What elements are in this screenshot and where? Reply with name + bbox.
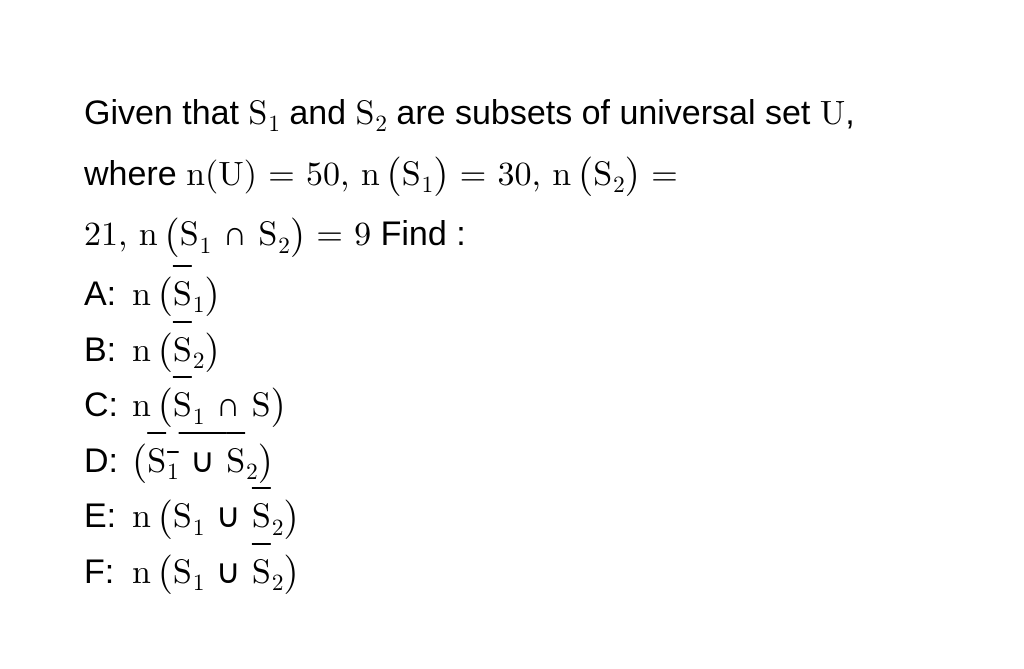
- option-b: B: n (S2): [84, 319, 1024, 375]
- eq50: = 50,: [257, 147, 361, 195]
- option-f: F: n (S1 ∪ S2): [84, 541, 1024, 597]
- sub-1: 1: [268, 105, 280, 138]
- sub-1: 1: [193, 286, 205, 319]
- stem-line-3: 21, n (S1 ∩ S2) = 9 Find :: [84, 200, 1024, 261]
- sub-2: 2: [375, 105, 387, 138]
- text: and: [280, 94, 356, 132]
- option-c: C: n (S1 ∩ S): [84, 374, 1024, 430]
- n-glyph: n: [139, 207, 158, 255]
- n-glyph: n: [552, 147, 571, 195]
- S-glyph: S: [226, 434, 245, 482]
- sub-2: 2: [272, 564, 284, 597]
- option-f-expr: n (S1 ∪ S2): [132, 541, 299, 596]
- union-glyph: ∪: [204, 545, 252, 593]
- S-glyph: S: [402, 147, 421, 195]
- intersect-glyph: ∩: [211, 207, 258, 255]
- eq9: = 9: [305, 207, 371, 255]
- option-label-a: A:: [84, 271, 132, 319]
- option-a-expr: n (S1): [132, 263, 220, 318]
- S-glyph: S: [252, 489, 271, 537]
- sub-2: 2: [193, 342, 205, 375]
- sub-1: 1: [193, 398, 205, 431]
- S-glyph: S: [173, 323, 192, 371]
- S-glyph: S: [173, 489, 192, 537]
- stem-line-1: Given that S1 and S2 are subsets of univ…: [84, 84, 1024, 140]
- var-U: U: [820, 86, 846, 134]
- option-label-b: B:: [84, 327, 132, 375]
- option-e: E: n (S1 ∪ S2): [84, 485, 1024, 541]
- nS2: n (S2): [552, 147, 640, 195]
- option-d-expr: (S1 ∪ S2): [132, 430, 273, 485]
- sub-2: 2: [278, 227, 290, 260]
- eq30: = 30,: [448, 147, 552, 195]
- union-glyph: ∪: [179, 434, 227, 482]
- text: where: [84, 155, 186, 193]
- sub-1: 1: [200, 227, 212, 260]
- comma: ,: [845, 94, 854, 132]
- n-glyph: n: [186, 147, 205, 195]
- n-glyph: n: [132, 267, 151, 315]
- n-glyph: n: [132, 323, 151, 371]
- page: Given that S1 and S2 are subsets of univ…: [0, 0, 1024, 669]
- S-glyph: S: [180, 207, 199, 255]
- n-glyph: n: [132, 378, 151, 426]
- S-glyph: S: [173, 378, 192, 426]
- sub-1: 1: [193, 509, 205, 542]
- var-S1: S1: [248, 86, 279, 134]
- union-glyph: ∪: [204, 489, 252, 537]
- S-glyph: S: [248, 86, 267, 134]
- option-a: A: n (S1): [84, 263, 1024, 319]
- val-21: 21,: [84, 207, 139, 255]
- option-d: D: (S1 ∪ S2): [84, 430, 1024, 486]
- U-glyph: U: [218, 147, 244, 195]
- intersect-glyph: ∩: [204, 378, 251, 426]
- var-S2: S2: [356, 86, 387, 134]
- option-label-e: E:: [84, 493, 132, 541]
- S-glyph: S: [593, 147, 612, 195]
- S-glyph: S: [173, 545, 192, 593]
- n-glyph: n: [132, 545, 151, 593]
- S-glyph: S: [147, 434, 166, 482]
- sub-2: 2: [246, 453, 258, 486]
- S-glyph: S: [252, 378, 271, 426]
- eq: =: [640, 147, 678, 195]
- nU: n(U): [186, 147, 257, 195]
- text: Given that: [84, 94, 248, 132]
- n-glyph: n: [132, 489, 151, 537]
- find-text: Find :: [371, 215, 465, 253]
- option-label-d: D:: [84, 438, 132, 486]
- option-c-expr: n (S1 ∩ S): [132, 374, 286, 429]
- sub-2: 2: [613, 166, 625, 199]
- sub-1: 1: [193, 564, 205, 597]
- stem-line-2: where n(U) = 50, n (S1) = 30, n (S2) =: [84, 140, 1024, 201]
- option-label-c: C:: [84, 382, 132, 430]
- option-e-expr: n (S1 ∪ S2): [132, 485, 299, 540]
- sub-2: 2: [272, 509, 284, 542]
- S-glyph: S: [252, 545, 271, 593]
- S-glyph: S: [173, 267, 192, 315]
- sub-1: 1: [422, 166, 434, 199]
- option-label-f: F:: [84, 549, 132, 597]
- S-glyph: S: [356, 86, 375, 134]
- options: A: n (S1) B: n (S2) C: n (S1 ∩ S) D: (S1…: [84, 263, 1024, 597]
- S-glyph: S: [258, 207, 277, 255]
- nS1capS2: n (S1 ∩ S2): [139, 207, 305, 255]
- text: are subsets of universal set: [387, 94, 820, 132]
- sub-1: 1: [167, 453, 179, 486]
- n-glyph: n: [361, 147, 380, 195]
- option-b-expr: n (S2): [132, 319, 220, 374]
- nS1: n (S1): [361, 147, 449, 195]
